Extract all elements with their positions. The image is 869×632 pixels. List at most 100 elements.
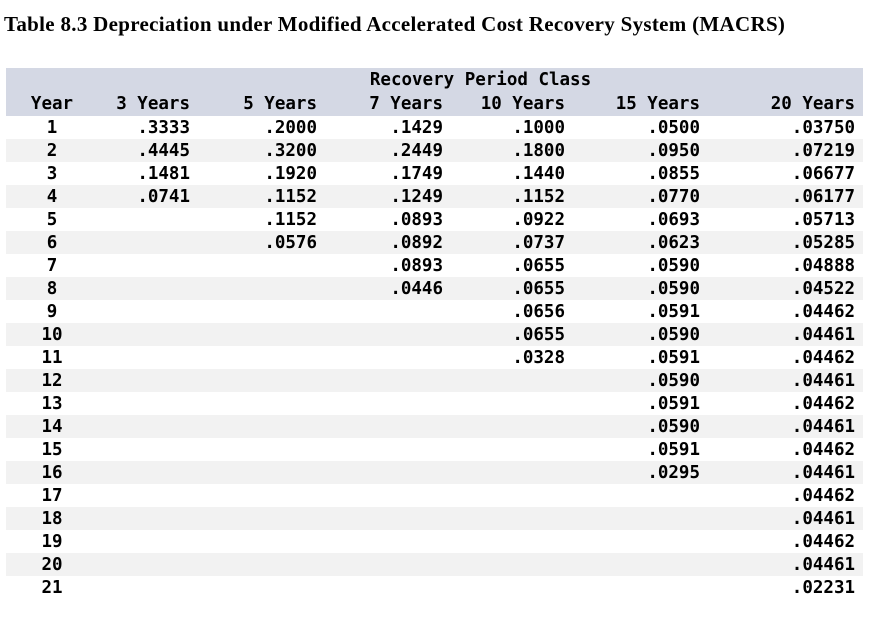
- table-cell: .0922: [512, 209, 565, 230]
- table-cell: .4445: [137, 140, 190, 161]
- table-cell: [333, 323, 459, 346]
- table-cell: .04461: [791, 416, 856, 437]
- table-cell: [581, 530, 716, 553]
- table-cell: .05285: [791, 232, 856, 253]
- table-cell: [98, 277, 206, 300]
- table-row: 13 .0591 .04462: [6, 392, 863, 415]
- table-cell: .06177: [791, 186, 856, 207]
- table-cell: .04461: [791, 462, 856, 483]
- table-row: 12 .0590 .04461: [6, 369, 864, 392]
- table-cell: .0693: [647, 209, 700, 230]
- table-row: 1 .3333 .2000 .1429 .1000 .0500 .03750: [6, 116, 863, 139]
- column-header: 15 Years: [615, 94, 700, 114]
- table-cell: .0741: [137, 186, 190, 207]
- table-row: 18 .04461: [6, 507, 864, 530]
- year-cell: 21: [41, 577, 63, 598]
- table-cell: [206, 415, 333, 438]
- table-cell: .0737: [512, 232, 565, 253]
- year-cell: 2: [46, 140, 58, 161]
- table-cell: .1920: [264, 163, 317, 184]
- table-cell: .0855: [647, 163, 700, 184]
- table-row: 2 .4445 .3200 .2449 .1800 .0950 .07219: [6, 139, 864, 162]
- table-cell: [206, 507, 333, 530]
- table-cell: .1429: [390, 117, 443, 138]
- table-cell: .0892: [390, 232, 443, 253]
- table-cell: [98, 576, 206, 599]
- table-cell: [581, 507, 716, 530]
- table-cell: [206, 346, 333, 369]
- table-cell: [333, 438, 459, 461]
- table-title: Table 8.3 Depreciation under Modified Ac…: [4, 12, 786, 36]
- table-cell: [98, 231, 206, 254]
- table-cell: .0656: [512, 301, 565, 322]
- table-cell: .0893: [390, 255, 443, 276]
- year-cell: 11: [41, 347, 63, 368]
- year-cell: 17: [41, 485, 63, 506]
- year-cell: 1: [46, 117, 58, 138]
- table-cell: [459, 392, 581, 415]
- table-cell: [333, 346, 459, 369]
- table-cell: .1440: [512, 163, 565, 184]
- table-row: 7 .0893 .0655 .0590 .04888: [6, 254, 863, 277]
- table-cell: .0590: [647, 370, 700, 391]
- table-cell: [459, 461, 581, 484]
- table-cell: [333, 300, 459, 323]
- table-row: 9 .0656 .0591 .04462: [6, 300, 863, 323]
- table-cell: .04461: [791, 508, 856, 529]
- year-cell: 16: [41, 462, 63, 483]
- year-cell: 14: [41, 416, 63, 437]
- column-header: 3 Years: [116, 94, 190, 114]
- year-cell: 5: [46, 209, 58, 230]
- year-cell: 8: [46, 278, 58, 299]
- table-cell: [206, 300, 333, 323]
- table-cell: .0328: [512, 347, 565, 368]
- year-cell: 7: [46, 255, 58, 276]
- table-cell: .0950: [647, 140, 700, 161]
- table-cell: .1152: [512, 186, 565, 207]
- table-cell: .0591: [647, 393, 700, 414]
- table-cell: .3333: [137, 117, 190, 138]
- table-cell: [98, 461, 206, 484]
- table-cell: .0590: [647, 324, 700, 345]
- table-cell: .04462: [791, 485, 856, 506]
- table-row: 8 .0446 .0655 .0590 .04522: [6, 277, 864, 300]
- table-cell: [459, 369, 581, 392]
- table-cell: .1249: [390, 186, 443, 207]
- table-cell: .0590: [647, 255, 700, 276]
- table-cell: .04461: [791, 554, 856, 575]
- table-cell: .07219: [791, 140, 856, 161]
- table-row: 5 .1152 .0893 .0922 .0693 .05713: [6, 208, 863, 231]
- table-cell: [459, 576, 581, 599]
- table-cell: [98, 323, 206, 346]
- table-cell: .0655: [512, 278, 565, 299]
- year-column-spacer: [6, 68, 98, 92]
- table-cell: [333, 553, 459, 576]
- year-cell: 15: [41, 439, 63, 460]
- table-cell: [333, 369, 459, 392]
- column-header: 20 Years: [770, 94, 856, 114]
- table-cell: .0893: [390, 209, 443, 230]
- table-row: 21 .02231: [6, 576, 863, 599]
- table-row: 19 .04462: [6, 530, 863, 553]
- year-cell: 3: [46, 163, 58, 184]
- table-cell: .05713: [791, 209, 856, 230]
- table-cell: .04462: [791, 347, 856, 368]
- table-cell: .1481: [137, 163, 190, 184]
- table-cell: .04462: [791, 393, 856, 414]
- year-cell: 19: [41, 531, 63, 552]
- table-cell: [206, 254, 333, 277]
- table-cell: .02231: [791, 577, 856, 598]
- table-cell: .1152: [264, 209, 317, 230]
- table-cell: [333, 576, 459, 599]
- table-row: 15 .0591 .04462: [6, 438, 863, 461]
- macrs-table: Recovery Period Class Year 3 Years 5 Years…: [6, 68, 864, 599]
- table-cell: [206, 484, 333, 507]
- column-header: Year: [30, 94, 74, 114]
- table-cell: [206, 530, 333, 553]
- table-cell: .03750: [791, 117, 856, 138]
- table-cell: .1800: [512, 140, 565, 161]
- table-cell: [459, 553, 581, 576]
- table-cell: .1749: [390, 163, 443, 184]
- table-cell: .04461: [791, 370, 856, 391]
- table-row: 14 .0590 .04461: [6, 415, 864, 438]
